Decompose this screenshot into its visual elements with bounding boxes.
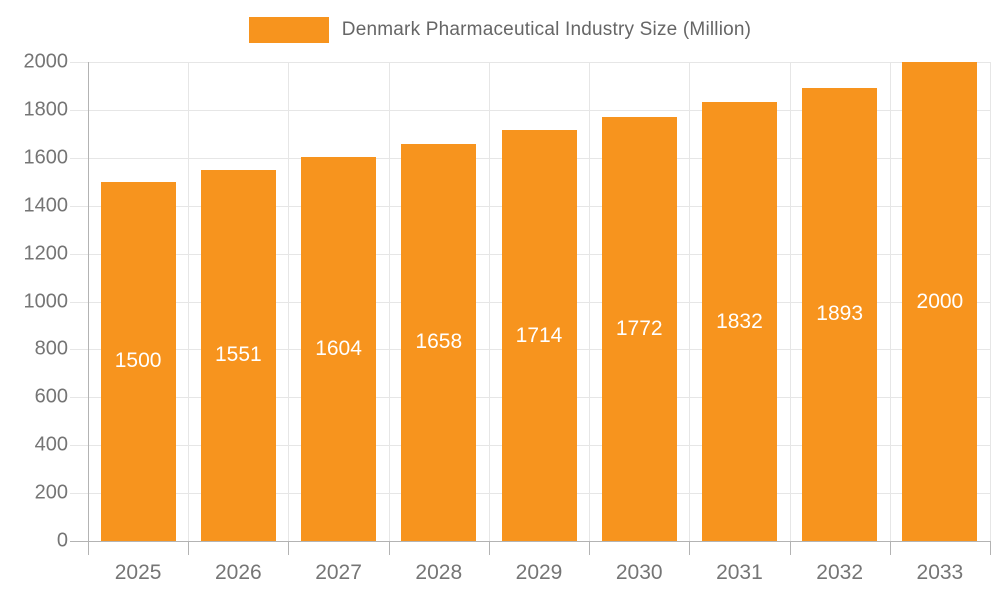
x-axis-tick — [889, 541, 891, 555]
x-axis-line — [70, 541, 990, 542]
bar[interactable] — [802, 87, 878, 541]
grid-line-v — [889, 62, 891, 541]
y-axis-label: 200 — [34, 481, 68, 504]
bar[interactable] — [501, 130, 577, 541]
bar-value-label: 1658 — [415, 330, 463, 354]
x-axis-label: 2033 — [916, 561, 964, 584]
y-axis-label: 1800 — [23, 98, 69, 121]
grid-line-v — [689, 62, 691, 541]
grid-line-v — [388, 62, 390, 541]
x-axis-tick — [188, 541, 190, 555]
bar-value-label: 1500 — [114, 349, 162, 373]
legend-swatch[interactable] — [248, 17, 329, 43]
grid-line-v — [288, 62, 290, 541]
y-axis-label: 1200 — [23, 242, 69, 265]
grid-line-v — [990, 62, 991, 541]
grid-line-v — [488, 62, 490, 541]
x-axis-label: 2026 — [214, 561, 262, 584]
bar-value-label: 1832 — [716, 309, 763, 333]
bar-value-label: 1893 — [816, 302, 864, 326]
x-axis-label: 2030 — [615, 561, 663, 584]
x-axis-label: 2025 — [114, 561, 162, 584]
bar[interactable] — [601, 116, 677, 541]
bar[interactable] — [701, 102, 777, 541]
y-axis-label: 1000 — [23, 290, 69, 312]
grid-line-v — [589, 62, 591, 541]
grid-line-v — [789, 62, 791, 541]
bar[interactable] — [401, 143, 477, 541]
y-axis-label: 600 — [34, 385, 68, 408]
y-axis-label: 800 — [34, 337, 68, 360]
grid-line-h — [70, 62, 990, 63]
x-axis-tick — [589, 541, 591, 555]
bar-value-label: 1551 — [214, 343, 262, 367]
bar[interactable] — [902, 62, 978, 541]
x-axis-tick — [488, 541, 490, 555]
y-axis-label: 400 — [34, 433, 68, 456]
x-axis-tick — [689, 541, 691, 555]
grid-line-h — [70, 109, 990, 111]
bar[interactable] — [200, 169, 276, 541]
grid-line-v — [188, 62, 190, 541]
x-axis-label: 2032 — [816, 561, 864, 584]
y-axis-label: 0 — [56, 529, 68, 552]
x-axis-label: 2027 — [315, 561, 362, 584]
x-axis-label: 2029 — [515, 561, 563, 584]
y-axis-line — [88, 62, 89, 555]
x-axis-tick — [288, 541, 290, 555]
y-axis-label: 1600 — [23, 146, 69, 169]
x-axis-tick — [990, 541, 991, 555]
legend[interactable]: Denmark Pharmaceutical Industry Size (Mi… — [0, 12, 1000, 48]
bar-value-label: 1772 — [615, 316, 663, 340]
x-axis-label: 2031 — [716, 561, 763, 584]
bar-value-label: 2000 — [916, 289, 964, 313]
bar-value-label: 1714 — [515, 323, 563, 347]
y-axis-label: 1400 — [23, 194, 69, 217]
bar[interactable] — [100, 181, 176, 541]
x-axis-tick — [388, 541, 390, 555]
x-axis-tick — [789, 541, 791, 555]
bar[interactable] — [301, 156, 377, 541]
y-axis-label: 2000 — [23, 50, 69, 73]
legend-label: Denmark Pharmaceutical Industry Size (Mi… — [341, 19, 752, 40]
bar-value-label: 1604 — [315, 336, 362, 360]
x-axis-label: 2028 — [415, 561, 463, 584]
